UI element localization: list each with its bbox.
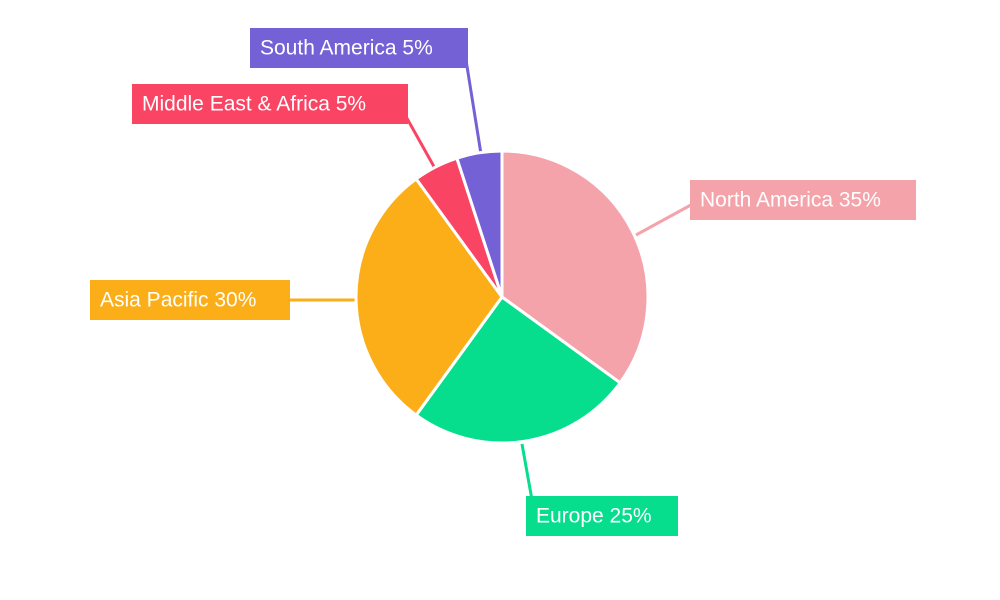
pie-label-asia-pacific[interactable]: Asia Pacific 30% <box>90 280 290 320</box>
pie-label-europe[interactable]: Europe 25% <box>526 496 678 536</box>
leader-lines-group <box>285 59 701 501</box>
pie-label-middle-east-africa-box <box>132 84 408 124</box>
pie-label-south-america[interactable]: South America 5% <box>250 28 468 68</box>
pie-slices-group <box>354 149 650 445</box>
pie-label-asia-pacific-box <box>90 280 290 320</box>
pie-label-south-america-box <box>250 28 468 68</box>
leader-line-middle-east-africa <box>402 112 439 173</box>
pie-slice-asia-pacific[interactable] <box>354 177 504 417</box>
pie-label-asia-pacific-text: Asia Pacific 30% <box>100 289 256 312</box>
pie-label-europe-text: Europe 25% <box>536 505 652 528</box>
pie-slice-north-america[interactable] <box>500 149 650 385</box>
pie-label-south-america-text: South America 5% <box>260 37 433 60</box>
pie-label-north-america-box <box>690 180 916 220</box>
pie-slice-europe[interactable] <box>414 295 622 445</box>
pie-label-north-america[interactable]: North America 35% <box>690 180 916 220</box>
pie-label-europe-box <box>526 496 678 536</box>
leader-line-south-america <box>464 59 483 155</box>
leader-line-europe <box>520 443 534 501</box>
pie-labels-group: North America 35% Europe 25% Asia Pacifi… <box>90 28 916 536</box>
pie-label-middle-east-africa[interactable]: Middle East & Africa 5% <box>132 84 408 124</box>
pie-slice-south-america[interactable] <box>455 149 504 299</box>
pie-label-middle-east-africa-text: Middle East & Africa 5% <box>142 93 366 116</box>
leader-line-north-america <box>635 198 701 237</box>
pie-label-north-america-text: North America 35% <box>700 189 881 212</box>
